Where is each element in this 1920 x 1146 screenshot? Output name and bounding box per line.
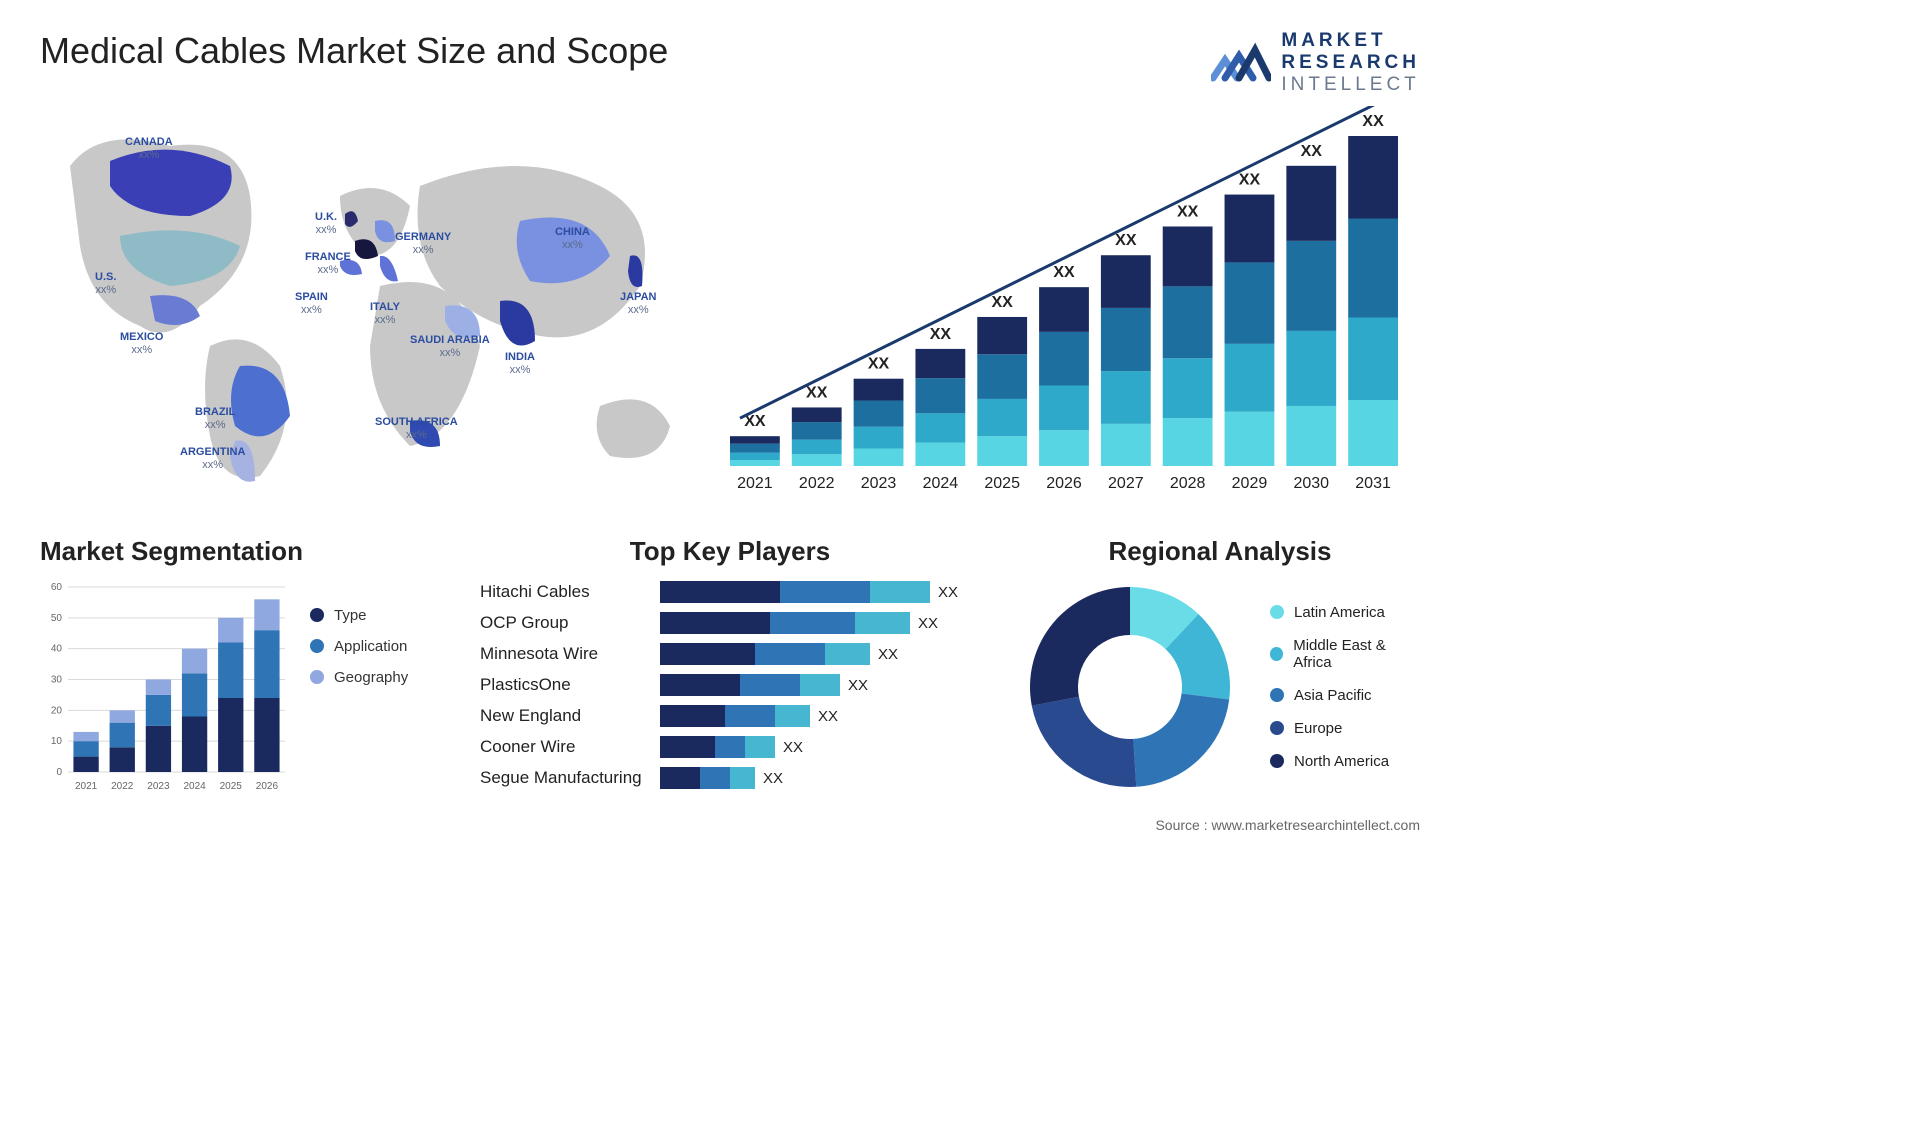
map-label-south-africa: SOUTH AFRICAxx% [375, 416, 458, 442]
players-bars: XXXXXXXXXXXXXX [660, 577, 980, 794]
svg-text:30: 30 [51, 674, 63, 685]
regional-donut [1020, 577, 1240, 797]
map-label-saudi-arabia: SAUDI ARABIAxx% [410, 334, 490, 360]
regional-legend-item: Middle East & Africa [1270, 637, 1420, 671]
svg-text:20: 20 [51, 705, 63, 716]
player-bar-row: XX [660, 732, 980, 763]
world-map: CANADAxx% U.S.xx% MEXICOxx% BRAZILxx% ARGENT… [40, 106, 690, 506]
player-value: XX [763, 770, 783, 787]
map-label-mexico: MEXICOxx% [120, 331, 163, 357]
svg-text:XX: XX [1362, 113, 1384, 130]
svg-text:2028: 2028 [1170, 475, 1206, 492]
player-value: XX [938, 584, 958, 601]
svg-text:2022: 2022 [799, 475, 835, 492]
svg-text:XX: XX [1301, 142, 1323, 159]
players-labels: Hitachi CablesOCP GroupMinnesota WirePla… [480, 577, 650, 794]
svg-text:2022: 2022 [111, 781, 134, 792]
map-label-germany: GERMANYxx% [395, 231, 451, 257]
regional-legend: Latin America Middle East & Africa Asia Pa… [1270, 604, 1420, 770]
svg-text:XX: XX [1115, 232, 1137, 249]
player-name: Cooner Wire [480, 732, 650, 763]
map-label-france: FRANCExx% [305, 251, 351, 277]
svg-text:10: 10 [51, 736, 63, 747]
svg-text:2021: 2021 [737, 475, 773, 492]
map-label-u-s-: U.S.xx% [95, 271, 116, 297]
player-name: New England [480, 701, 650, 732]
player-value: XX [878, 646, 898, 663]
svg-text:2024: 2024 [183, 781, 206, 792]
map-label-italy: ITALYxx% [370, 301, 400, 327]
page-title: Medical Cables Market Size and Scope [40, 30, 668, 72]
segmentation-chart: 0 10 20 30 40 50 60 2021 2022 2023 2024 2025 2026 [40, 577, 290, 797]
player-name: Hitachi Cables [480, 577, 650, 608]
svg-text:0: 0 [56, 767, 62, 778]
svg-text:2030: 2030 [1293, 475, 1329, 492]
regional-legend-item: Latin America [1270, 604, 1420, 621]
player-value: XX [848, 677, 868, 694]
logo-line1: MARKET [1281, 30, 1420, 52]
svg-text:2026: 2026 [256, 781, 279, 792]
svg-text:2026: 2026 [1046, 475, 1082, 492]
svg-text:XX: XX [806, 384, 828, 401]
player-name: Minnesota Wire [480, 639, 650, 670]
seg-legend-item: Type [310, 607, 408, 624]
map-label-japan: JAPANxx% [620, 291, 656, 317]
player-bar-row: XX [660, 763, 980, 794]
logo-line2: RESEARCH [1281, 52, 1420, 74]
svg-text:XX: XX [868, 355, 890, 372]
players-heading: Top Key Players [480, 536, 980, 567]
seg-legend-item: Geography [310, 669, 408, 686]
svg-text:XX: XX [992, 293, 1014, 310]
svg-text:2027: 2027 [1108, 475, 1144, 492]
segmentation-legend: Type Application Geography [310, 607, 408, 797]
svg-text:2025: 2025 [220, 781, 243, 792]
svg-text:2023: 2023 [147, 781, 170, 792]
map-label-china: CHINAxx% [555, 226, 590, 252]
player-name: Segue Manufacturing [480, 763, 650, 794]
svg-text:XX: XX [1053, 264, 1075, 281]
svg-text:XX: XX [1239, 171, 1261, 188]
regional-legend-item: Europe [1270, 720, 1420, 737]
main-growth-chart: XX 2021 XX 2022 XX 2023 XX 2024 XX 2025 XX 2026 XX 20… [720, 106, 1420, 506]
player-bar-row: XX [660, 577, 980, 608]
svg-text:40: 40 [51, 643, 63, 654]
svg-text:2025: 2025 [984, 475, 1020, 492]
svg-text:2023: 2023 [861, 475, 897, 492]
svg-text:60: 60 [51, 582, 63, 593]
svg-text:XX: XX [1177, 203, 1199, 220]
player-bar-row: XX [660, 670, 980, 701]
source-text: Source : www.marketresearchintellect.com [40, 817, 1420, 833]
svg-text:2024: 2024 [923, 475, 959, 492]
map-label-u-k-: U.K.xx% [315, 211, 337, 237]
player-name: OCP Group [480, 608, 650, 639]
map-label-india: INDIAxx% [505, 351, 535, 377]
player-bar-row: XX [660, 639, 980, 670]
svg-text:2029: 2029 [1232, 475, 1268, 492]
regional-heading: Regional Analysis [1020, 536, 1420, 567]
svg-text:2031: 2031 [1355, 475, 1391, 492]
svg-text:50: 50 [51, 612, 63, 623]
map-label-argentina: ARGENTINAxx% [180, 446, 245, 472]
player-bar-row: XX [660, 608, 980, 639]
player-value: XX [918, 615, 938, 632]
regional-legend-item: North America [1270, 753, 1420, 770]
svg-text:2021: 2021 [75, 781, 98, 792]
segmentation-heading: Market Segmentation [40, 536, 440, 567]
map-label-brazil: BRAZILxx% [195, 406, 235, 432]
player-value: XX [818, 708, 838, 725]
player-name: PlasticsOne [480, 670, 650, 701]
svg-text:XX: XX [930, 325, 952, 342]
brand-logo: MARKET RESEARCH INTELLECT [1211, 30, 1420, 96]
regional-legend-item: Asia Pacific [1270, 687, 1420, 704]
logo-line3: INTELLECT [1281, 74, 1420, 96]
map-label-canada: CANADAxx% [125, 136, 173, 162]
player-value: XX [783, 739, 803, 756]
player-bar-row: XX [660, 701, 980, 732]
map-label-spain: SPAINxx% [295, 291, 328, 317]
seg-legend-item: Application [310, 638, 408, 655]
